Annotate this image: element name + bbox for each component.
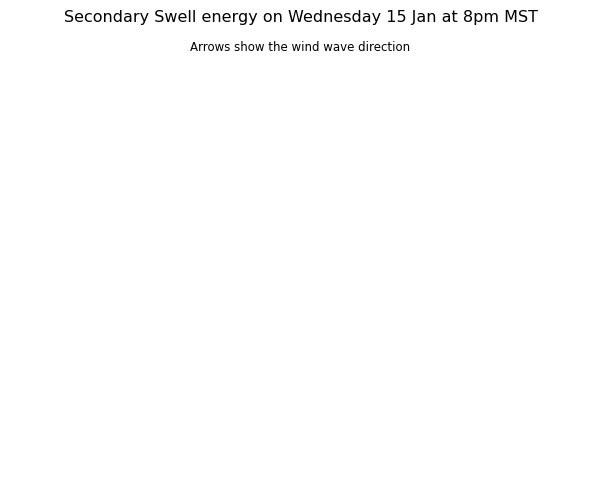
- Text: Arrows show the wind wave direction: Arrows show the wind wave direction: [191, 41, 410, 54]
- Text: Secondary Swell energy on Wednesday 15 Jan at 8pm MST: Secondary Swell energy on Wednesday 15 J…: [64, 10, 537, 24]
- Text: cartopy required: cartopy required: [243, 267, 358, 282]
